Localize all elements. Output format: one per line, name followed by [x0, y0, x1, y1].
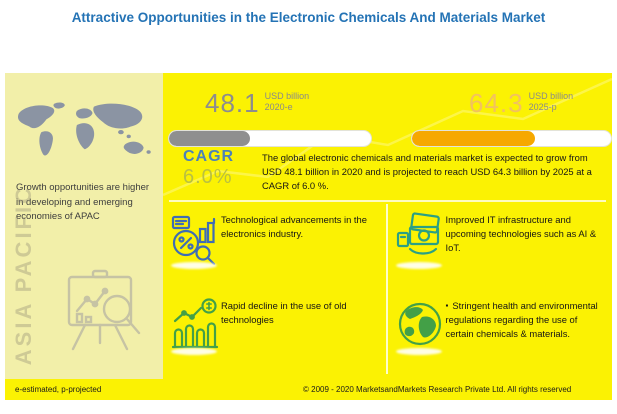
- icon-shadow: [395, 262, 442, 269]
- summary-text: The global electronic chemicals and mate…: [262, 152, 592, 192]
- icon-shadow: [171, 262, 217, 269]
- money-icon: [396, 212, 440, 255]
- stats-row: 48.1 USD billion 2020-e 64.3 USD billion…: [163, 83, 612, 149]
- main-panel: 48.1 USD billion 2020-e 64.3 USD billion…: [163, 73, 612, 379]
- stat-value-2020: 48.1: [205, 88, 260, 118]
- driver-text: ▪ Stringent health and environmental regu…: [445, 300, 598, 340]
- progress-fill-2025: [412, 131, 536, 146]
- driver-old-technologies: Rapid decline in the use of old technolo…: [163, 289, 388, 375]
- growth-chart-icon: [171, 298, 219, 349]
- footer-strip: e-estimated, p-projected © 2009 - 2020 M…: [5, 379, 612, 400]
- globe-icon: [398, 302, 441, 346]
- presentation-chart-icon: [67, 269, 141, 351]
- progress-fill-2020: [169, 131, 250, 146]
- stat-unit-2020: USD billion 2020-e: [264, 91, 310, 113]
- cagr-block: CAGR 6.0%: [183, 148, 261, 189]
- region-label: ASIA PACIFIC: [11, 184, 36, 365]
- horizontal-divider: [169, 200, 606, 202]
- stat-2020: 48.1 USD billion 2020-e: [163, 83, 387, 149]
- driver-text: Rapid decline in the use of old technolo…: [221, 300, 347, 326]
- sidebar-note: Growth opportunities are higher in devel…: [16, 182, 150, 223]
- icon-shadow: [395, 348, 442, 355]
- vertical-divider: [386, 204, 388, 374]
- cagr-label: CAGR: [183, 148, 235, 165]
- world-map: [17, 102, 151, 156]
- progress-bar-2020: [168, 130, 372, 147]
- stat-2025: 64.3 USD billion 2025-p: [387, 83, 612, 149]
- page-title: Attractive Opportunities in the Electron…: [71, 10, 546, 25]
- driver-regulations: ▪ Stringent health and environmental regu…: [388, 289, 613, 375]
- cagr-value: 6.0%: [183, 166, 233, 188]
- bullet-marker: ▪: [445, 301, 449, 310]
- stat-unit-2025: USD billion 2025-p: [528, 91, 574, 113]
- driver-technology: Technological advancements in the electr…: [163, 203, 388, 289]
- driver-text: Improved IT infrastructure and upcoming …: [445, 214, 597, 254]
- drivers-grid: Technological advancements in the electr…: [163, 203, 612, 375]
- footer-copyright: © 2009 - 2020 MarketsandMarkets Research…: [303, 385, 572, 394]
- driver-it-infrastructure: Improved IT infrastructure and upcoming …: [388, 203, 613, 289]
- driver-text: Technological advancements in the electr…: [221, 214, 367, 240]
- icon-shadow: [171, 348, 217, 355]
- footer-legend: e-estimated, p-projected: [15, 385, 102, 394]
- progress-bar-2025: [411, 130, 612, 147]
- analytics-icon: [171, 215, 216, 265]
- sidebar: Growth opportunities are higher in devel…: [5, 73, 163, 379]
- stat-value-2025: 64.3: [469, 88, 524, 118]
